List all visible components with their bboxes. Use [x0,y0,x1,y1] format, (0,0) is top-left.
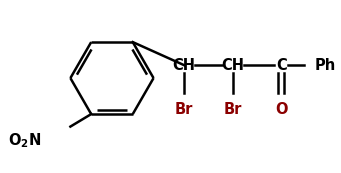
Text: C: C [276,58,286,73]
Text: $\mathregular{O_2N}$: $\mathregular{O_2N}$ [8,131,41,150]
Text: Br: Br [175,102,193,117]
Text: Br: Br [224,102,242,117]
Text: O: O [275,102,287,117]
Text: Ph: Ph [315,58,336,73]
Text: CH: CH [221,58,244,73]
Text: CH: CH [173,58,196,73]
